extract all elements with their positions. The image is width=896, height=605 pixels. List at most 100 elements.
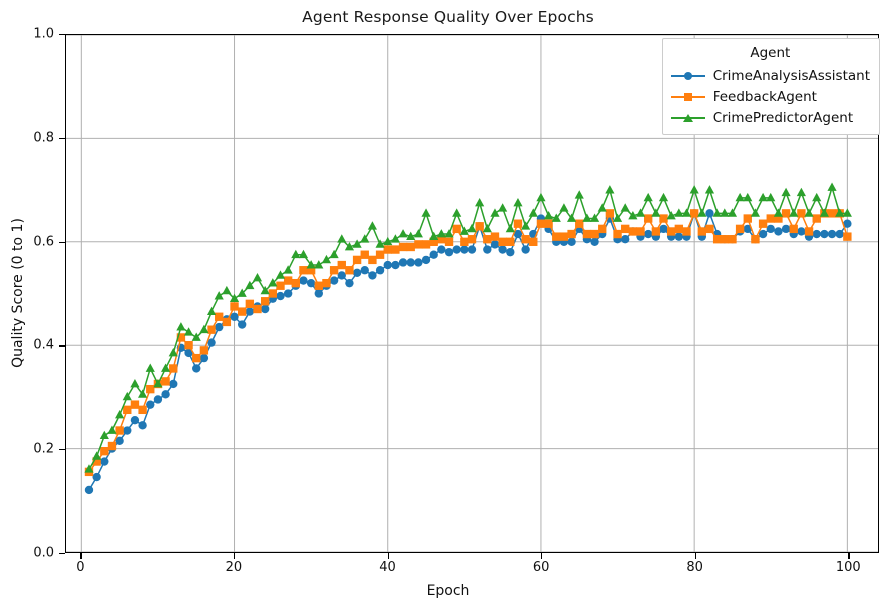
data-point: [260, 304, 270, 314]
data-point: [84, 464, 94, 473]
x-tick-mark: [387, 553, 389, 559]
data-point: [329, 276, 339, 285]
data-point: [115, 436, 124, 446]
data-point: [467, 235, 477, 244]
y-tick-label: 0.8: [33, 130, 54, 146]
data-point: [559, 232, 569, 241]
data-point: [138, 405, 147, 415]
data-point: [460, 237, 469, 246]
data-point: [429, 237, 438, 246]
data-point: [781, 224, 791, 234]
data-point: [781, 187, 791, 197]
data-point: [643, 192, 653, 202]
data-point: [819, 208, 829, 217]
chart-title: Agent Response Quality Over Epochs: [302, 8, 594, 26]
data-point: [398, 229, 408, 238]
legend-item-2[interactable]: CrimePredictorAgent: [670, 107, 870, 128]
data-point: [797, 209, 806, 218]
data-point: [827, 229, 837, 239]
data-point: [459, 226, 469, 235]
data-point: [589, 213, 600, 222]
data-point: [460, 245, 469, 254]
data-point: [812, 229, 821, 239]
x-tick-mark: [541, 553, 543, 559]
data-point: [712, 208, 722, 217]
data-point: [613, 229, 622, 239]
data-point: [651, 208, 661, 217]
data-point: [605, 209, 615, 218]
chart-legend[interactable]: Agent CrimeAnalysisAssistant FeedbackAgen…: [661, 38, 880, 135]
data-point: [191, 332, 201, 341]
data-point: [153, 395, 163, 404]
data-point: [597, 203, 607, 212]
data-point: [566, 213, 577, 222]
data-point: [222, 317, 232, 327]
data-point: [720, 208, 730, 217]
legend-label: FeedbackAgent: [712, 88, 817, 105]
x-tick-mark: [848, 553, 850, 559]
data-point: [237, 288, 247, 297]
data-point: [666, 210, 676, 220]
data-point: [260, 285, 270, 295]
data-point: [598, 224, 607, 234]
y-tick-label: 0.0: [33, 545, 54, 561]
data-point: [207, 325, 216, 334]
data-point: [199, 324, 209, 334]
data-point: [414, 258, 423, 267]
y-tick-label: 0.2: [33, 441, 54, 457]
data-point: [835, 208, 845, 217]
data-point: [766, 192, 776, 202]
x-tick-label: 80: [686, 560, 703, 575]
data-point: [567, 229, 576, 239]
data-point: [337, 234, 347, 243]
data-point: [743, 224, 752, 234]
data-point: [92, 472, 101, 482]
data-point: [483, 235, 492, 244]
data-point: [199, 353, 209, 363]
data-point: [138, 389, 148, 398]
data-point: [490, 208, 500, 217]
data-point: [375, 239, 385, 248]
data-point: [620, 203, 630, 212]
data-point: [490, 240, 500, 249]
data-point: [796, 187, 806, 197]
data-point: [352, 239, 362, 248]
data-point: [559, 203, 569, 212]
data-point: [651, 227, 661, 236]
data-point: [100, 457, 109, 466]
data-point: [375, 250, 385, 259]
data-point: [306, 260, 316, 269]
data-point: [406, 242, 415, 252]
data-point: [498, 203, 508, 212]
data-point: [352, 268, 362, 278]
data-point: [383, 260, 392, 270]
data-point: [575, 219, 584, 228]
data-point: [329, 249, 339, 259]
y-tick-mark: [59, 553, 65, 555]
data-point: [621, 235, 630, 244]
data-point: [444, 247, 454, 257]
data-point: [421, 240, 431, 249]
data-point: [383, 236, 393, 246]
data-point: [199, 346, 209, 355]
data-point: [758, 229, 768, 239]
data-point: [843, 232, 852, 241]
data-point: [345, 266, 354, 275]
x-axis-title: Epoch: [426, 583, 470, 599]
data-point: [429, 231, 439, 241]
data-point: [781, 209, 791, 218]
legend-item-1[interactable]: FeedbackAgent: [670, 86, 870, 107]
data-point: [536, 219, 546, 228]
data-point: [513, 219, 523, 228]
data-point: [275, 270, 286, 279]
data-point: [413, 229, 423, 238]
data-point: [567, 237, 576, 246]
data-point: [643, 229, 653, 239]
data-point: [230, 302, 239, 311]
data-point: [322, 278, 331, 288]
data-point: [498, 245, 507, 254]
data-point: [835, 229, 844, 239]
data-point: [123, 405, 132, 415]
legend-item-0[interactable]: CrimeAnalysisAssistant: [670, 65, 870, 86]
data-point: [766, 224, 775, 234]
